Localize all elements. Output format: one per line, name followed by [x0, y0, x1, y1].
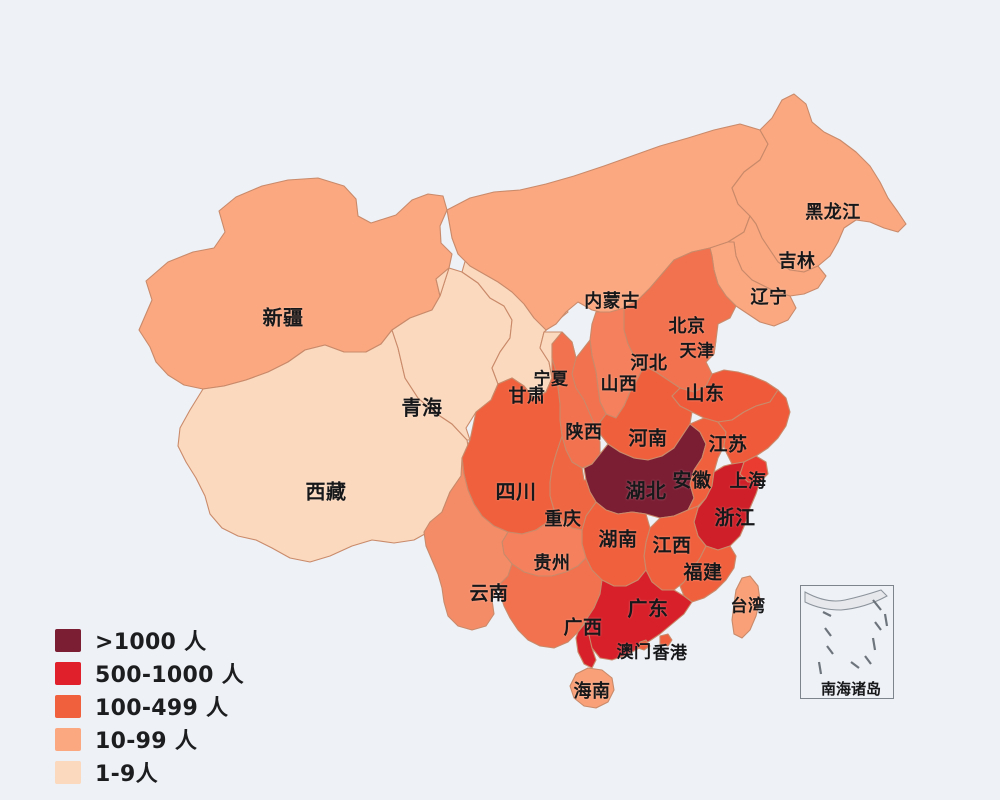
case-count-legend: >1000 人 500-1000 人 100-499 人 10-99 人 1-9人 [55, 628, 244, 787]
legend-item-1[interactable]: 500-1000 人 [55, 661, 244, 688]
legend-item-0[interactable]: >1000 人 [55, 628, 244, 655]
legend-swatch-2 [55, 694, 81, 718]
province-jiangsu[interactable] [717, 389, 791, 465]
legend-label-2: 100-499 人 [95, 696, 229, 721]
legend-label-3: 10-99 人 [95, 729, 198, 754]
legend-swatch-3 [55, 727, 81, 751]
inset-nine-dash-svg [804, 589, 889, 675]
province-fujian[interactable] [679, 545, 737, 603]
legend-item-2[interactable]: 100-499 人 [55, 694, 244, 721]
province-hongkong[interactable] [659, 633, 673, 647]
legend-label-1: 500-1000 人 [95, 663, 244, 688]
legend-item-4[interactable]: 1-9人 [55, 760, 244, 787]
province-taiwan[interactable] [731, 575, 761, 639]
province-guangxi[interactable] [497, 557, 603, 649]
province-hainan[interactable] [569, 667, 615, 709]
south-china-sea-inset [800, 585, 894, 699]
legend-swatch-4 [55, 760, 81, 784]
legend-label-0: >1000 人 [95, 630, 207, 655]
inset-label: 南海诸岛 [820, 680, 881, 698]
legend-swatch-1 [55, 661, 81, 685]
province-heilongjiang[interactable] [731, 93, 907, 273]
legend-swatch-0 [55, 628, 81, 652]
province-macau[interactable] [637, 639, 651, 651]
leizhou-peninsula [575, 621, 597, 669]
legend-item-3[interactable]: 10-99 人 [55, 727, 244, 754]
legend-label-4: 1-9人 [95, 762, 158, 787]
